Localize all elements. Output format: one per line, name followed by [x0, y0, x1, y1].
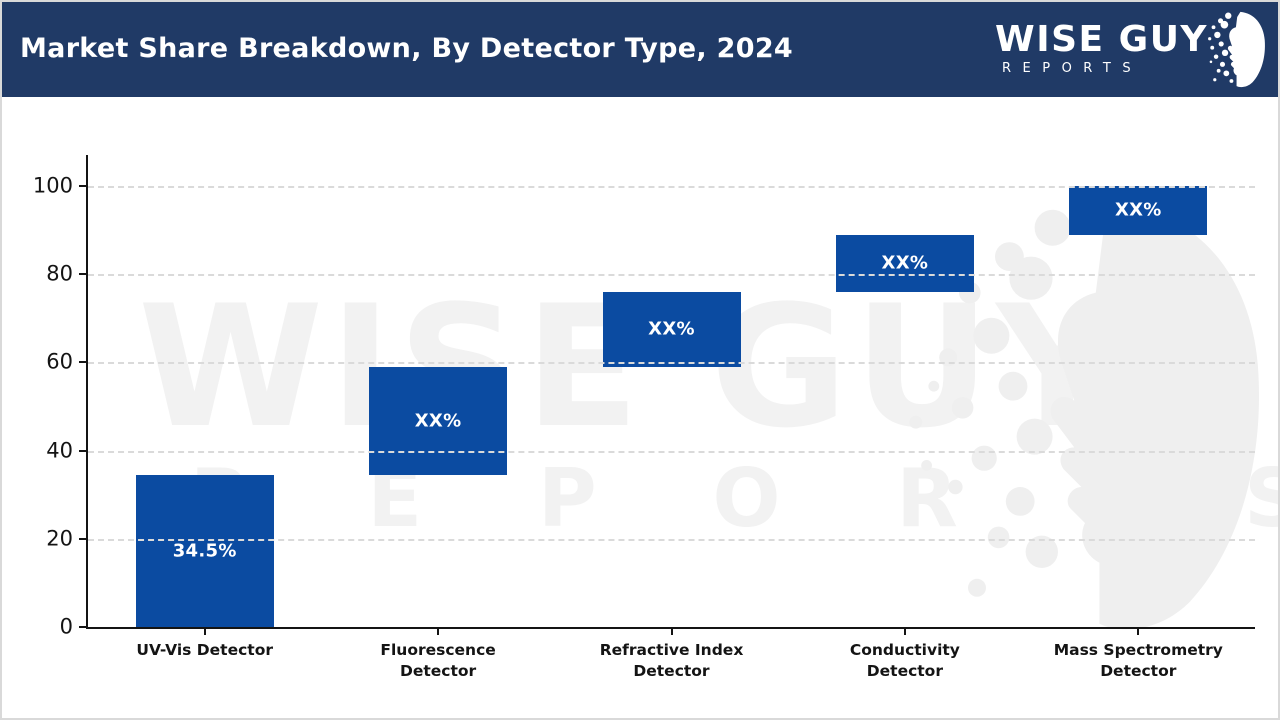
- x-category-label-line: UV-Vis Detector: [136, 641, 273, 659]
- x-category-label: Conductivity Detector: [850, 640, 960, 682]
- bar-value-label: XX%: [414, 410, 462, 432]
- bar-value-label: 34.5%: [172, 540, 237, 562]
- dotted-head-icon: [1208, 11, 1265, 87]
- bar-value-label: XX%: [648, 318, 695, 340]
- x-axis-tick-mark: [437, 627, 440, 635]
- waterfall-bar: [135, 474, 274, 627]
- gridline: [88, 538, 1255, 541]
- chart-section: WISE GUY R E P O R T S 0 20 40 60 80 100 34.5%…: [0, 97, 1280, 720]
- plot-area: 0 20 40 60 80 100 34.5% UV-Vis Detector XX% Fluor…: [33, 155, 1255, 680]
- x-category-label: Mass Spectrometry Detector: [1054, 640, 1223, 682]
- x-category-label-line: Detector: [399, 661, 477, 680]
- x-axis-tick-mark: [670, 627, 673, 635]
- waterfall-bar: [369, 366, 508, 475]
- logo-subtitle: REPORTS: [1001, 61, 1143, 76]
- y-axis-tick-mark: [79, 185, 88, 187]
- bar-value-label: XX%: [881, 252, 929, 274]
- x-category-label-line: Fluorescence: [380, 641, 496, 659]
- waterfall-bar: [835, 234, 974, 292]
- y-axis-tick-mark: [79, 449, 88, 452]
- y-axis-tick-label: 80: [46, 261, 73, 286]
- y-axis-tick-label: 20: [46, 526, 73, 551]
- y-axis-tick-mark: [79, 537, 88, 540]
- y-axis-tick-label: 60: [46, 349, 73, 374]
- y-axis-line: [86, 155, 88, 629]
- y-axis-tick-label: 0: [59, 614, 73, 639]
- gridline: [88, 450, 1255, 453]
- x-category-label: Fluorescence Detector: [380, 640, 495, 682]
- x-axis-tick-mark: [903, 627, 906, 635]
- logo-text: WISE GUY REPORTS: [994, 19, 1208, 76]
- chart-title: Market Share Breakdown, By Detector Type…: [20, 33, 794, 64]
- logo-wordmark: WISE GUY: [994, 19, 1208, 60]
- x-category-label-line: Conductivity: [849, 641, 960, 659]
- x-category-label-line: Refractive Index: [599, 641, 744, 659]
- x-category-label-line: Detector: [866, 661, 943, 680]
- y-axis-tick-label: 40: [46, 438, 73, 463]
- waterfall-bar: [602, 291, 741, 367]
- gridline: [88, 274, 1255, 277]
- y-axis-tick-label: 100: [32, 173, 73, 198]
- y-axis-tick-mark: [79, 273, 88, 276]
- bar-value-label: XX%: [1114, 199, 1162, 221]
- wise-guy-reports-logo: WISE GUY REPORTS: [995, 7, 1266, 91]
- y-axis-tick-mark: [79, 361, 88, 364]
- x-axis-tick-mark: [1137, 627, 1140, 635]
- x-category-label: UV-Vis Detector: [136, 640, 273, 661]
- waterfall-bar: [1069, 186, 1208, 235]
- gridline: [88, 362, 1255, 365]
- y-axis-tick-mark: [79, 626, 88, 628]
- x-category-label: Refractive Index Detector: [600, 640, 744, 682]
- watermark-dotted-head: [909, 206, 1260, 630]
- x-axis-tick-mark: [203, 627, 206, 635]
- header: Market Share Breakdown, By Detector Type…: [0, 0, 1280, 97]
- x-category-label-line: Mass Spectrometry: [1053, 641, 1223, 659]
- x-category-label-line: Detector: [1100, 661, 1177, 680]
- x-category-label-line: Detector: [633, 661, 710, 680]
- gridline: [88, 186, 1255, 188]
